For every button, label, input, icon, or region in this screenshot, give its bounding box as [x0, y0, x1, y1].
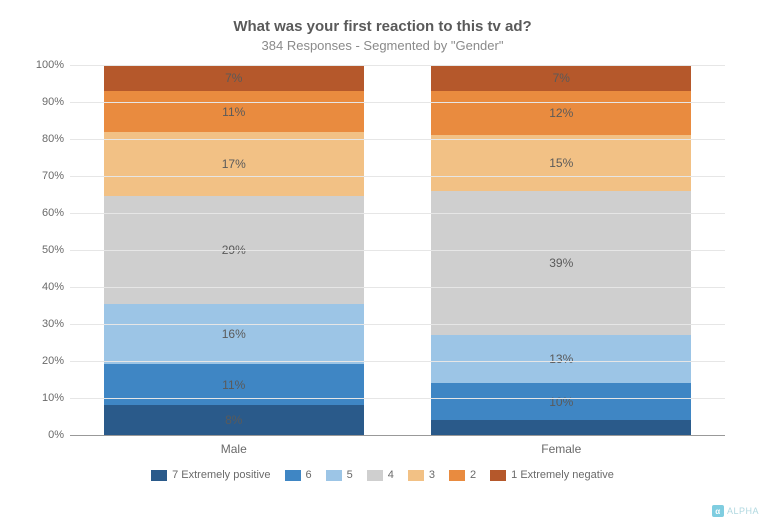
legend-label: 2	[470, 469, 476, 481]
legend-item: 3	[408, 469, 435, 481]
chart-title: What was your first reaction to this tv …	[30, 18, 735, 35]
legend-label: 4	[388, 469, 394, 481]
x-tick-label: Female	[431, 442, 691, 461]
bar-segment: 7%	[104, 65, 364, 91]
legend-label: 7 Extremely positive	[172, 469, 270, 481]
legend-label: 6	[306, 469, 312, 481]
grid-line	[70, 102, 725, 103]
grid-line	[70, 250, 725, 251]
grid-line	[70, 176, 725, 177]
grid-line	[70, 287, 725, 288]
legend-swatch	[367, 470, 383, 481]
grid-line	[70, 65, 725, 66]
bar-segment: 10%	[431, 383, 691, 420]
grid-line	[70, 324, 725, 325]
y-tick-label: 60%	[30, 207, 64, 219]
bar-segment	[431, 420, 691, 435]
y-tick-label: 90%	[30, 96, 64, 108]
y-tick-label: 0%	[30, 429, 64, 441]
bar-segment: 13%	[431, 335, 691, 383]
y-tick-label: 50%	[30, 244, 64, 256]
y-tick-label: 10%	[30, 392, 64, 404]
legend-swatch	[326, 470, 342, 481]
legend-item: 2	[449, 469, 476, 481]
legend-item: 4	[367, 469, 394, 481]
chart-container: What was your first reaction to this tv …	[0, 0, 765, 521]
watermark-text: ALPHA	[727, 506, 759, 516]
y-tick-label: 100%	[30, 59, 64, 71]
y-tick-label: 30%	[30, 318, 64, 330]
watermark-icon: α	[712, 505, 724, 517]
legend-swatch	[490, 470, 506, 481]
legend-swatch	[285, 470, 301, 481]
legend-item: 5	[326, 469, 353, 481]
chart-subtitle: 384 Responses - Segmented by "Gender"	[30, 38, 735, 53]
bar-segment: 8%	[104, 405, 364, 435]
bar-segment: 12%	[431, 91, 691, 135]
grid-line	[70, 213, 725, 214]
x-tick-label: Male	[104, 442, 364, 461]
x-axis: Male Female	[70, 435, 725, 461]
legend-label: 5	[347, 469, 353, 481]
plot-area: 8%11%16%29%17%11%7%10%13%39%15%12%7% 0%1…	[70, 65, 725, 435]
bar-segment: 15%	[431, 135, 691, 191]
y-tick-label: 70%	[30, 170, 64, 182]
bar-segment: 16%	[104, 304, 364, 364]
bar-segment: 11%	[104, 91, 364, 132]
legend-label: 3	[429, 469, 435, 481]
legend-swatch	[408, 470, 424, 481]
watermark: α ALPHA	[712, 505, 759, 517]
y-tick-label: 80%	[30, 133, 64, 145]
legend-item: 6	[285, 469, 312, 481]
y-tick-label: 40%	[30, 281, 64, 293]
bar-segment: 7%	[431, 65, 691, 91]
legend: 7 Extremely positive 6 5 4 3 2 1 Extremely neg…	[30, 469, 735, 481]
legend-item: 7 Extremely positive	[151, 469, 270, 481]
y-tick-label: 20%	[30, 355, 64, 367]
legend-swatch	[449, 470, 465, 481]
grid-line	[70, 361, 725, 362]
grid-line	[70, 139, 725, 140]
bar-segment: 17%	[104, 132, 364, 196]
legend-swatch	[151, 470, 167, 481]
legend-label: 1 Extremely negative	[511, 469, 614, 481]
legend-item: 1 Extremely negative	[490, 469, 614, 481]
grid-line	[70, 398, 725, 399]
